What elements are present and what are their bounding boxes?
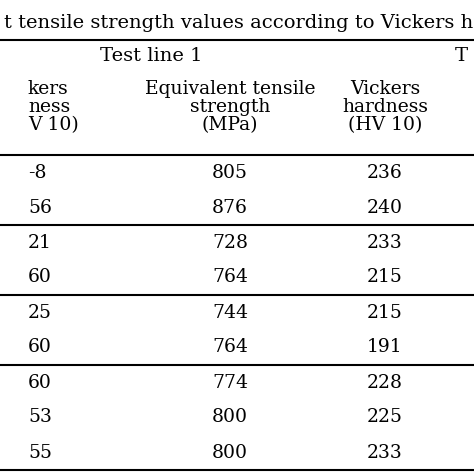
Text: 233: 233 bbox=[367, 444, 403, 462]
Text: -8: -8 bbox=[28, 164, 46, 182]
Text: 233: 233 bbox=[367, 234, 403, 252]
Text: 215: 215 bbox=[367, 303, 403, 321]
Text: 764: 764 bbox=[212, 268, 248, 286]
Text: 240: 240 bbox=[367, 199, 403, 217]
Text: 60: 60 bbox=[28, 374, 52, 392]
Text: 774: 774 bbox=[212, 374, 248, 392]
Text: V 10): V 10) bbox=[28, 116, 79, 134]
Text: T: T bbox=[455, 47, 468, 65]
Text: 228: 228 bbox=[367, 374, 403, 392]
Text: 744: 744 bbox=[212, 303, 248, 321]
Text: 56: 56 bbox=[28, 199, 52, 217]
Text: 60: 60 bbox=[28, 338, 52, 356]
Text: 55: 55 bbox=[28, 444, 52, 462]
Text: Vickers: Vickers bbox=[350, 80, 420, 98]
Text: 53: 53 bbox=[28, 409, 52, 427]
Text: kers: kers bbox=[28, 80, 69, 98]
Text: 21: 21 bbox=[28, 234, 52, 252]
Text: strength: strength bbox=[190, 98, 270, 116]
Text: 876: 876 bbox=[212, 199, 248, 217]
Text: 225: 225 bbox=[367, 409, 403, 427]
Text: 60: 60 bbox=[28, 268, 52, 286]
Text: Test line 1: Test line 1 bbox=[100, 47, 202, 65]
Text: ness: ness bbox=[28, 98, 70, 116]
Text: 764: 764 bbox=[212, 338, 248, 356]
Text: 805: 805 bbox=[212, 164, 248, 182]
Text: 728: 728 bbox=[212, 234, 248, 252]
Text: 215: 215 bbox=[367, 268, 403, 286]
Text: (MPa): (MPa) bbox=[202, 116, 258, 134]
Text: 25: 25 bbox=[28, 303, 52, 321]
Text: Equivalent tensile: Equivalent tensile bbox=[145, 80, 315, 98]
Text: 236: 236 bbox=[367, 164, 403, 182]
Text: 191: 191 bbox=[367, 338, 403, 356]
Text: t tensile strength values according to Vickers ha: t tensile strength values according to V… bbox=[4, 14, 474, 32]
Text: 800: 800 bbox=[212, 444, 248, 462]
Text: hardness: hardness bbox=[342, 98, 428, 116]
Text: (HV 10): (HV 10) bbox=[348, 116, 422, 134]
Text: 800: 800 bbox=[212, 409, 248, 427]
